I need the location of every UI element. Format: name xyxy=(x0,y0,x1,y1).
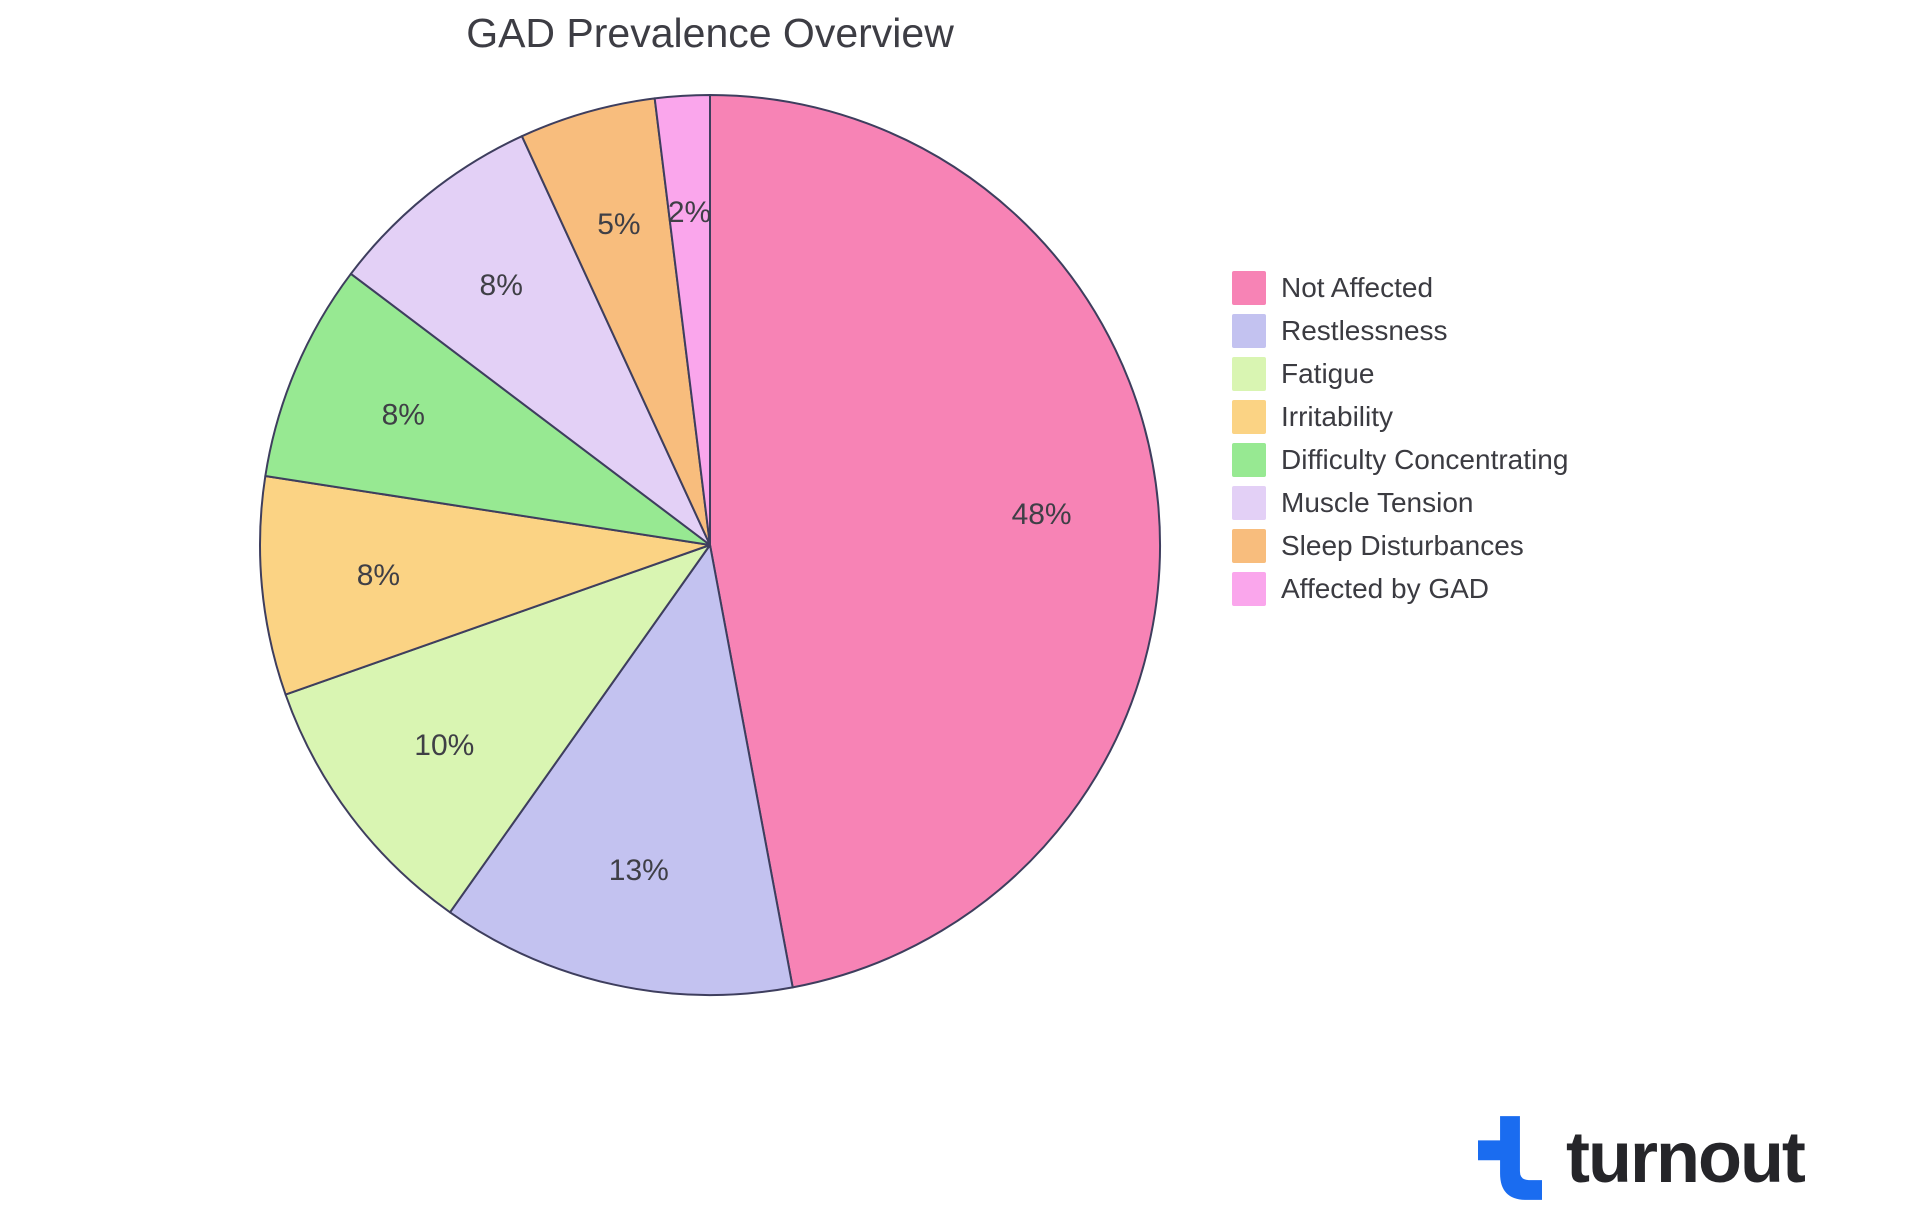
pie-slice xyxy=(653,94,711,546)
legend-item: Not Affected xyxy=(1232,266,1568,309)
slice-value-label: 10% xyxy=(414,729,474,762)
legend-swatch xyxy=(1232,528,1266,563)
slice-value-label: 8% xyxy=(382,399,425,432)
chart-title: GAD Prevalence Overview xyxy=(466,10,954,56)
pie-slice xyxy=(349,135,711,546)
slice-value-label: 2% xyxy=(668,196,711,229)
legend-item: Difficulty Concentrating xyxy=(1232,438,1568,481)
pie-slice xyxy=(449,544,794,996)
legend-item: Muscle Tension xyxy=(1232,481,1568,524)
slice-value-label: 5% xyxy=(597,208,640,241)
pie-slice xyxy=(264,272,711,546)
brand-name: turnout xyxy=(1566,1118,1806,1198)
brand-footer: turnout xyxy=(1478,1116,1806,1200)
legend-item: Irritability xyxy=(1232,395,1568,438)
pie-svg: 48% 13% 10% 8% 8% 8% 5% 2% xyxy=(259,94,1161,996)
legend-label: Irritability xyxy=(1281,400,1394,432)
legend-swatch xyxy=(1232,485,1266,520)
legend-item: Fatigue xyxy=(1232,352,1568,395)
pie-slice xyxy=(284,544,711,914)
pie-slice xyxy=(259,474,711,696)
legend-swatch xyxy=(1232,313,1266,348)
legend: Not Affected Restlessness Fatigue Irritabil… xyxy=(1232,266,1568,610)
pie-chart: 48% 13% 10% 8% 8% 8% 5% 2% xyxy=(230,65,1190,1025)
slice-value-label: 48% xyxy=(1012,498,1072,531)
slice-value-label: 13% xyxy=(609,854,669,887)
legend-swatch xyxy=(1232,356,1266,391)
legend-label: Not Affected xyxy=(1281,271,1434,303)
legend-item: Restlessness xyxy=(1232,309,1568,352)
legend-label: Difficulty Concentrating xyxy=(1281,443,1569,475)
legend-swatch xyxy=(1232,399,1266,434)
legend-swatch xyxy=(1232,270,1266,305)
slice-value-label: 8% xyxy=(480,269,523,302)
legend-label: Restlessness xyxy=(1281,314,1448,346)
slice-value-label: 8% xyxy=(357,559,400,592)
legend-label: Fatigue xyxy=(1281,357,1375,389)
legend-swatch xyxy=(1232,442,1266,477)
pie-slice xyxy=(709,94,1161,989)
legend-swatch xyxy=(1232,571,1266,606)
legend-item: Affected by GAD xyxy=(1232,567,1568,610)
legend-label: Affected by GAD xyxy=(1281,572,1490,604)
legend-item: Sleep Disturbances xyxy=(1232,524,1568,567)
legend-label: Muscle Tension xyxy=(1281,486,1474,518)
legend-label: Sleep Disturbances xyxy=(1281,529,1524,561)
turnout-logo-glyph xyxy=(1478,1116,1542,1200)
turnout-logo-icon xyxy=(1478,1116,1542,1200)
